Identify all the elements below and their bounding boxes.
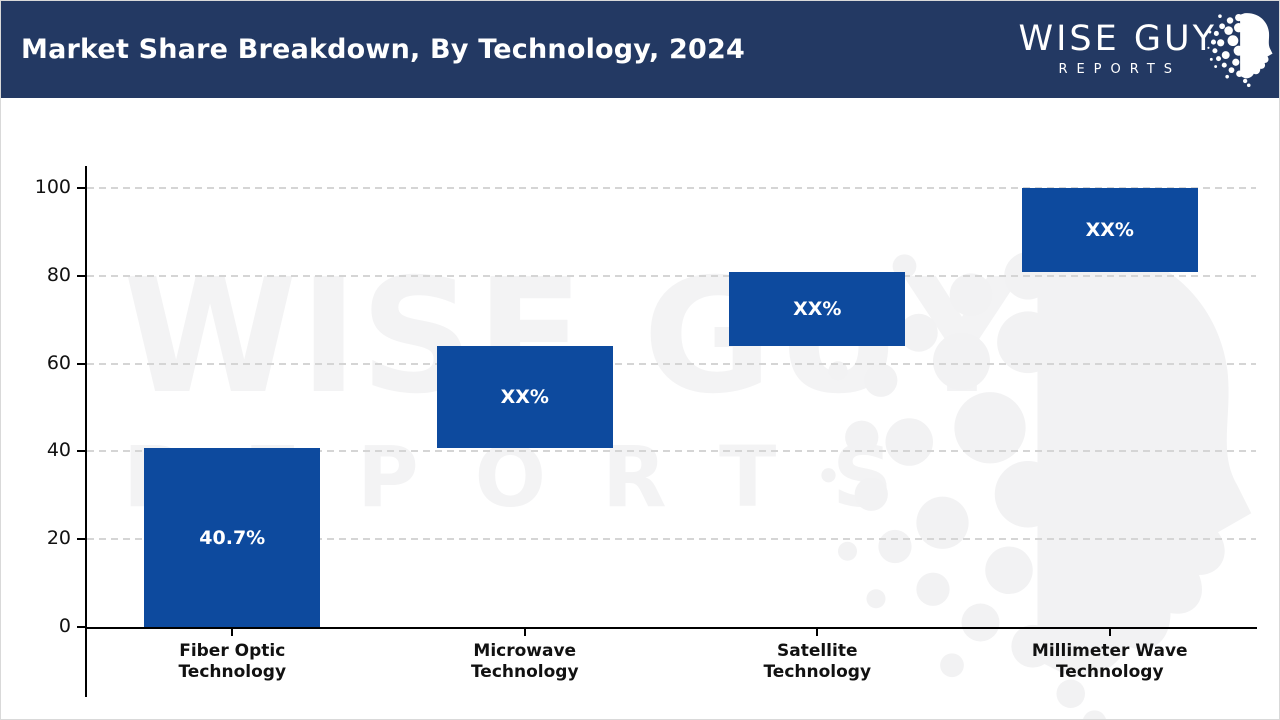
- y-axis-spine: [85, 166, 87, 697]
- chart-area: WISE GUY REPORTS 0 20 40 60 80 100 40.7% Fiber …: [1, 98, 1279, 719]
- x-category-label-line: Technology: [763, 662, 872, 682]
- x-category-label-1: Microwave Technology: [385, 641, 665, 683]
- y-tick-label-20: 20: [46, 527, 71, 550]
- wiseguy-face-icon: [1207, 12, 1273, 87]
- y-tick-label-100: 100: [34, 176, 71, 198]
- bar-value-label: XX%: [1085, 218, 1134, 241]
- brand-subname: REPORTS: [1058, 62, 1182, 77]
- bar-value-label: XX%: [500, 385, 549, 408]
- bar-satellite-technology: XX%: [729, 271, 906, 346]
- bar-value-label: 40.7%: [199, 526, 266, 549]
- gridline-60: [87, 362, 1256, 365]
- x-category-label-line: Technology: [178, 662, 287, 682]
- bar-value-label: XX%: [793, 297, 842, 320]
- x-category-label-0: Fiber Optic Technology: [92, 641, 372, 683]
- gridline-20: [87, 538, 1256, 541]
- gridline-80: [87, 274, 1256, 277]
- y-tick-label-0: 0: [58, 615, 71, 637]
- bar-fiber-optic-technology: 40.7%: [144, 448, 321, 627]
- x-category-label-line: Technology: [1055, 662, 1164, 682]
- x-tick-mark-0: [231, 629, 234, 636]
- gridline-100: [87, 187, 1256, 189]
- y-tick-label-40: 40: [46, 439, 71, 462]
- x-category-label-3: Millimeter Wave Technology: [970, 641, 1250, 683]
- y-tick-label-60: 60: [46, 351, 71, 374]
- gridline-40: [87, 450, 1256, 453]
- page-title: Market Share Breakdown, By Technology, 2…: [21, 34, 746, 65]
- y-tick-mark-100: [77, 187, 85, 189]
- x-tick-mark-3: [1108, 629, 1111, 636]
- x-category-label-2: Satellite Technology: [677, 641, 957, 683]
- x-category-label-line: Satellite: [776, 641, 858, 661]
- x-category-label-line: Fiber Optic: [179, 641, 286, 661]
- header-bar: Market Share Breakdown, By Technology, 2…: [1, 1, 1279, 98]
- y-tick-mark-80: [77, 274, 85, 277]
- y-tick-mark-40: [77, 450, 85, 453]
- brand-logo: WISE GUY REPORTS: [1018, 1, 1279, 98]
- y-tick-label-80: 80: [46, 263, 71, 286]
- brand-wordmark: WISE GUY REPORTS: [1018, 19, 1217, 78]
- x-tick-mark-2: [816, 629, 819, 636]
- y-tick-mark-0: [77, 626, 85, 628]
- y-tick-mark-60: [77, 362, 85, 365]
- bar-microwave-technology: XX%: [436, 345, 613, 449]
- y-tick-mark-20: [77, 538, 85, 541]
- x-category-label-line: Millimeter Wave: [1031, 641, 1188, 661]
- x-category-label-line: Microwave: [473, 641, 577, 661]
- bar-millimeter-wave-technology: XX%: [1021, 188, 1198, 272]
- x-tick-mark-1: [523, 629, 526, 636]
- x-axis-spine: [85, 627, 1257, 629]
- x-category-label-line: Technology: [470, 662, 579, 682]
- brand-name: WISE GUY: [1018, 19, 1217, 59]
